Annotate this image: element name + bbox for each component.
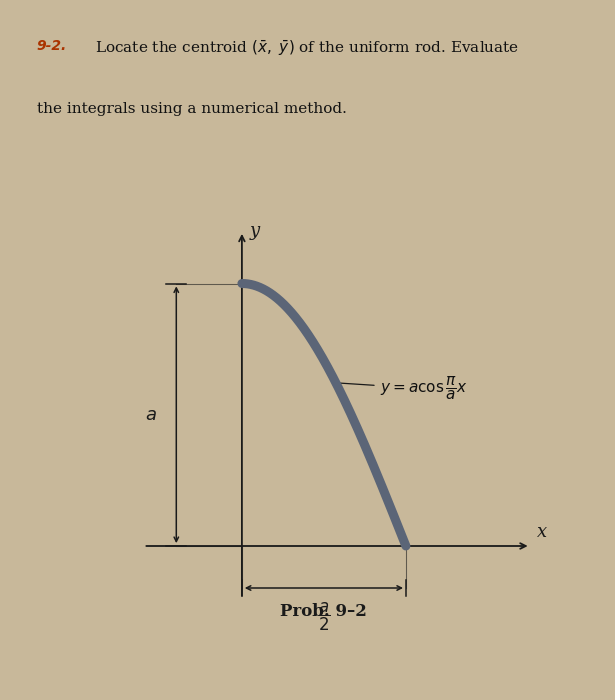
Text: x: x bbox=[537, 523, 547, 540]
Text: 9-2.: 9-2. bbox=[37, 39, 67, 53]
Text: Locate the centroid $(\bar{x},\ \bar{y})$ of the uniform rod. Evaluate: Locate the centroid $(\bar{x},\ \bar{y})… bbox=[95, 39, 520, 58]
Text: $\dfrac{a}{2}$: $\dfrac{a}{2}$ bbox=[317, 601, 330, 634]
Text: Prob. 9–2: Prob. 9–2 bbox=[280, 603, 367, 620]
Text: $a$: $a$ bbox=[145, 406, 157, 424]
Text: the integrals using a numerical method.: the integrals using a numerical method. bbox=[37, 102, 347, 116]
Text: $y = a \cos \dfrac{\pi}{a} x$: $y = a \cos \dfrac{\pi}{a} x$ bbox=[340, 375, 467, 402]
Text: y: y bbox=[250, 222, 260, 240]
